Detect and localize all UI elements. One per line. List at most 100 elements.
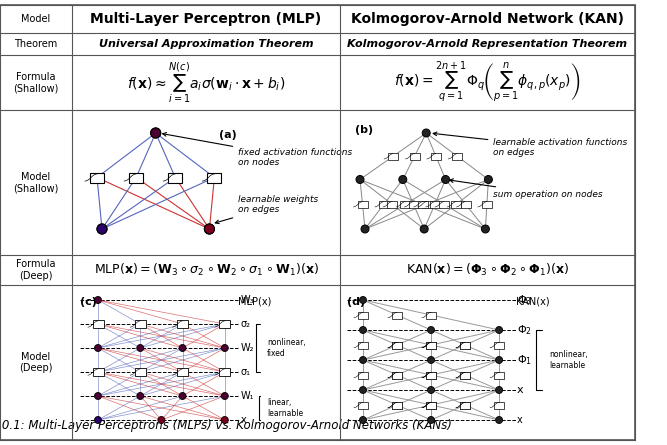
Circle shape — [360, 327, 366, 333]
Text: learnable weights
on edges: learnable weights on edges — [215, 195, 318, 224]
FancyBboxPatch shape — [207, 173, 221, 182]
Text: Multi-Layer Perceptron (MLP): Multi-Layer Perceptron (MLP) — [90, 12, 321, 26]
Text: learnable activation functions
on edges: learnable activation functions on edges — [433, 132, 628, 158]
FancyBboxPatch shape — [219, 368, 230, 376]
Text: Figure 0.1: Multi-Layer Perceptrons (MLPs) vs. Kolmogorov-Arnold Networks (KANs): Figure 0.1: Multi-Layer Perceptrons (MLP… — [0, 418, 452, 432]
FancyBboxPatch shape — [408, 201, 418, 208]
Text: Kolmogorov-Arnold Network (KAN): Kolmogorov-Arnold Network (KAN) — [351, 12, 624, 26]
Text: W₁: W₁ — [241, 391, 254, 401]
Circle shape — [496, 417, 503, 424]
FancyBboxPatch shape — [426, 341, 436, 348]
Text: (c): (c) — [80, 297, 97, 307]
FancyBboxPatch shape — [426, 401, 436, 409]
FancyBboxPatch shape — [129, 173, 143, 182]
Text: x: x — [517, 415, 523, 425]
Circle shape — [360, 356, 366, 364]
Text: (d): (d) — [347, 297, 365, 307]
FancyBboxPatch shape — [452, 201, 462, 208]
Text: W₃: W₃ — [241, 295, 254, 305]
FancyBboxPatch shape — [494, 401, 504, 409]
Circle shape — [221, 417, 228, 424]
Text: $f(\mathbf{x}) \approx \sum_{i=1}^{N(c)} a_i\sigma(\mathbf{w}_i \cdot \mathbf{x}: $f(\mathbf{x}) \approx \sum_{i=1}^{N(c)}… — [127, 60, 285, 105]
Circle shape — [95, 344, 101, 352]
Circle shape — [360, 387, 366, 393]
Circle shape — [496, 356, 503, 364]
Text: $\mathrm{MLP}(\mathbf{x}) = (\mathbf{W}_3 \circ \sigma_2 \circ \mathbf{W}_2 \cir: $\mathrm{MLP}(\mathbf{x}) = (\mathbf{W}_… — [93, 262, 318, 278]
Text: Universal Approximation Theorem: Universal Approximation Theorem — [99, 39, 313, 49]
Text: $f(\mathbf{x}) = \sum_{q=1}^{2n+1} \Phi_q \left(\sum_{p=1}^{n} \phi_{q,p}(x_p)\r: $f(\mathbf{x}) = \sum_{q=1}^{2n+1} \Phi_… — [394, 60, 581, 105]
Text: $\Phi_3$: $\Phi_3$ — [517, 293, 532, 307]
FancyBboxPatch shape — [388, 153, 398, 160]
Text: Model
(Deep): Model (Deep) — [19, 352, 53, 373]
Text: MLP(x): MLP(x) — [238, 297, 271, 307]
FancyBboxPatch shape — [392, 341, 402, 348]
Circle shape — [221, 344, 228, 352]
Circle shape — [420, 225, 428, 233]
FancyBboxPatch shape — [177, 320, 188, 328]
FancyBboxPatch shape — [426, 372, 436, 379]
FancyBboxPatch shape — [426, 341, 436, 348]
FancyBboxPatch shape — [90, 173, 104, 182]
Text: x: x — [517, 385, 524, 395]
FancyBboxPatch shape — [358, 401, 368, 409]
Circle shape — [137, 344, 144, 352]
FancyBboxPatch shape — [422, 201, 432, 208]
Text: fixed activation functions
on nodes: fixed activation functions on nodes — [163, 133, 352, 167]
Circle shape — [95, 296, 101, 303]
Text: nonlinear,
learnable: nonlinear, learnable — [549, 350, 588, 370]
FancyBboxPatch shape — [93, 368, 103, 376]
Text: nonlinear,
fixed: nonlinear, fixed — [267, 338, 305, 358]
FancyBboxPatch shape — [460, 401, 470, 409]
FancyBboxPatch shape — [219, 320, 230, 328]
Circle shape — [428, 327, 434, 333]
FancyBboxPatch shape — [460, 401, 470, 409]
FancyBboxPatch shape — [452, 153, 462, 160]
FancyBboxPatch shape — [426, 372, 436, 379]
FancyBboxPatch shape — [460, 372, 470, 379]
Circle shape — [428, 387, 434, 393]
FancyBboxPatch shape — [460, 341, 470, 348]
Text: Formula
(Shallow): Formula (Shallow) — [13, 72, 59, 93]
Circle shape — [399, 175, 407, 183]
Circle shape — [428, 417, 434, 424]
FancyBboxPatch shape — [392, 341, 402, 348]
FancyBboxPatch shape — [460, 372, 470, 379]
Circle shape — [442, 175, 450, 183]
Text: linear,
learnable: linear, learnable — [267, 398, 303, 418]
Circle shape — [179, 392, 186, 400]
FancyBboxPatch shape — [482, 201, 492, 208]
FancyBboxPatch shape — [168, 173, 182, 182]
Text: σ₁: σ₁ — [241, 367, 251, 377]
Circle shape — [95, 417, 101, 424]
FancyBboxPatch shape — [392, 401, 402, 409]
FancyBboxPatch shape — [439, 201, 449, 208]
FancyBboxPatch shape — [392, 372, 402, 379]
Text: Model
(Shallow): Model (Shallow) — [13, 172, 59, 193]
Circle shape — [221, 392, 228, 400]
FancyBboxPatch shape — [387, 201, 397, 208]
Text: sum operation on nodes: sum operation on nodes — [450, 179, 603, 199]
Text: Kolmogorov-Arnold Representation Theorem: Kolmogorov-Arnold Representation Theorem — [348, 39, 628, 49]
Circle shape — [179, 344, 186, 352]
FancyBboxPatch shape — [410, 153, 420, 160]
Circle shape — [428, 356, 434, 364]
Text: σ₂: σ₂ — [241, 319, 251, 329]
Circle shape — [360, 417, 366, 424]
FancyBboxPatch shape — [392, 401, 402, 409]
FancyBboxPatch shape — [418, 201, 428, 208]
Text: $\Phi_2$: $\Phi_2$ — [517, 323, 532, 337]
FancyBboxPatch shape — [358, 201, 368, 208]
FancyBboxPatch shape — [494, 341, 504, 348]
Circle shape — [496, 327, 503, 333]
FancyBboxPatch shape — [400, 201, 410, 208]
Text: KAN(x): KAN(x) — [516, 297, 550, 307]
Circle shape — [204, 224, 214, 234]
Circle shape — [97, 224, 107, 234]
Text: (a): (a) — [219, 130, 237, 140]
FancyBboxPatch shape — [135, 368, 146, 376]
FancyBboxPatch shape — [426, 312, 436, 319]
Circle shape — [137, 392, 144, 400]
FancyBboxPatch shape — [177, 368, 188, 376]
FancyBboxPatch shape — [460, 201, 470, 208]
Circle shape — [496, 387, 503, 393]
